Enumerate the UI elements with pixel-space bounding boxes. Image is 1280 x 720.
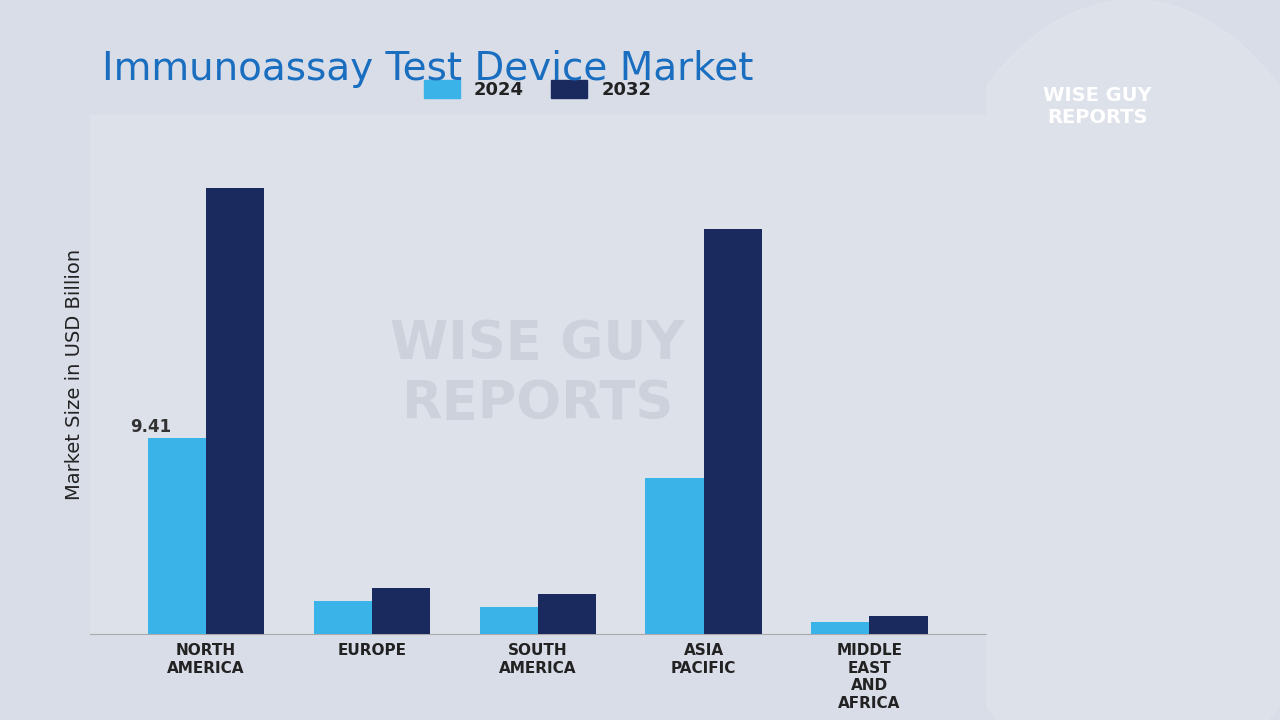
Bar [538, 594, 595, 634]
Text: 9.41: 9.41 [131, 418, 172, 436]
Legend: 2024, 2032: 2024, 2032 [416, 73, 659, 106]
Text: Immunoassay Test Device Market: Immunoassay Test Device Market [102, 50, 754, 89]
Ellipse shape [897, 0, 1280, 720]
Text: WISE GUY
REPORTS: WISE GUY REPORTS [390, 318, 685, 431]
Bar [704, 229, 762, 634]
Bar [371, 588, 430, 634]
Bar [480, 607, 538, 634]
Bar [812, 622, 869, 634]
Bar [645, 478, 704, 634]
Bar [869, 616, 928, 634]
Bar [314, 601, 371, 634]
Y-axis label: Market Size in USD Billion: Market Size in USD Billion [65, 249, 84, 500]
Text: WISE GUY
REPORTS: WISE GUY REPORTS [1043, 86, 1152, 127]
Bar [206, 188, 264, 634]
Bar [147, 438, 206, 634]
